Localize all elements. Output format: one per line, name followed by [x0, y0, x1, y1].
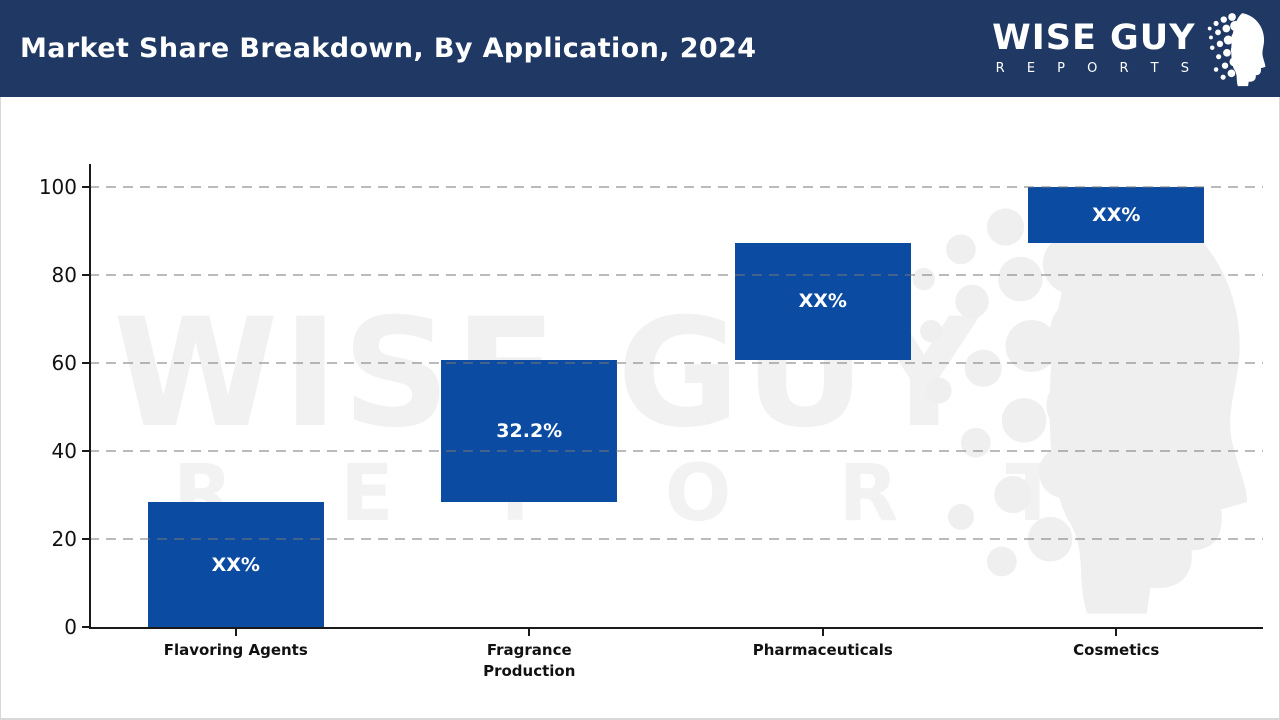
x-axis-label-1: Fragrance Production [483, 641, 576, 680]
bar-value-label: XX% [798, 290, 847, 313]
bar-flavoring-agents: XX% [147, 502, 324, 627]
logo-head-icon [1202, 10, 1266, 88]
logo-name: WISE GUY [992, 18, 1196, 58]
header-bar: Market Share Breakdown, By Application, … [0, 0, 1280, 97]
y-tick-0 [82, 626, 89, 628]
y-tick-100 [82, 186, 89, 188]
y-axis-label-60: 60 [51, 351, 77, 375]
y-tick-20 [82, 538, 89, 540]
x-tick-3 [1115, 629, 1118, 636]
bar-value-label: XX% [211, 553, 260, 576]
gridline-20 [89, 538, 1263, 540]
x-tick-0 [234, 629, 237, 636]
page-title: Market Share Breakdown, By Application, … [20, 33, 757, 64]
bar-value-label: 32.2% [496, 419, 563, 442]
gridline-60 [89, 362, 1263, 364]
x-axis-label-2: Pharmaceuticals [752, 641, 893, 659]
x-tick-2 [821, 629, 824, 636]
gridline-100 [89, 186, 1263, 188]
x-tick-1 [528, 629, 531, 636]
bar-fragrance-production: 32.2% [441, 359, 618, 503]
y-axis-label-40: 40 [51, 439, 77, 463]
wise-guy-logo: WISE GUY R E P O R T S [990, 10, 1266, 88]
x-axis-label-3: Cosmetics [1073, 641, 1160, 659]
y-axis-line [89, 164, 91, 629]
bar-pharmaceuticals: XX% [734, 242, 911, 360]
gridline-40 [89, 450, 1263, 452]
logo-subtitle: R E P O R T S [995, 61, 1198, 76]
chart-canvas: WISE GUY R E P O R T S 0 20 40 60 80 100 XX% Fl… [0, 97, 1280, 720]
y-tick-80 [82, 274, 89, 276]
y-tick-40 [82, 450, 89, 452]
gridline-80 [89, 274, 1263, 276]
x-axis-label-0: Flavoring Agents [163, 641, 308, 659]
watermark-subtext: R E P O R T S [173, 449, 1263, 539]
y-tick-60 [82, 362, 89, 364]
bar-value-label: XX% [1092, 203, 1141, 226]
logo-text: WISE GUY R E P O R T S [990, 18, 1198, 77]
bar-cosmetics: XX% [1028, 187, 1205, 243]
x-axis-line [89, 627, 1263, 629]
y-axis-label-20: 20 [51, 527, 77, 551]
y-axis-label-100: 100 [38, 175, 77, 199]
y-axis-label-0: 0 [64, 615, 77, 639]
y-axis-label-80: 80 [51, 263, 77, 287]
